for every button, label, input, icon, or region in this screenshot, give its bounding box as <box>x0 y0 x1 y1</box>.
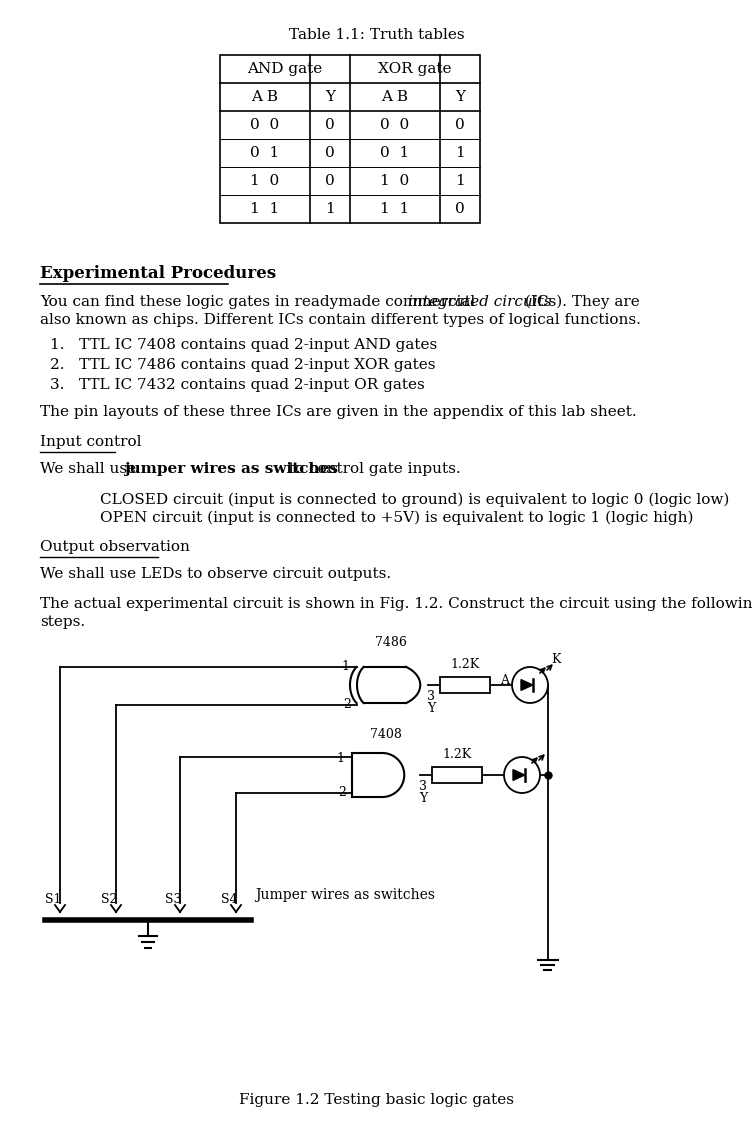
Text: 0: 0 <box>325 146 335 160</box>
Text: A B: A B <box>252 90 279 104</box>
Polygon shape <box>513 770 525 780</box>
Text: 0: 0 <box>325 119 335 132</box>
Text: CLOSED circuit (input is connected to ground) is equivalent to logic 0 (logic lo: CLOSED circuit (input is connected to gr… <box>100 493 730 507</box>
Text: 7486: 7486 <box>375 637 407 649</box>
Text: S4: S4 <box>221 893 237 905</box>
Text: S1: S1 <box>45 893 62 905</box>
Text: also known as chips. Different ICs contain different types of logical functions.: also known as chips. Different ICs conta… <box>40 313 641 327</box>
Text: OPEN circuit (input is connected to +5V) is equivalent to logic 1 (logic high): OPEN circuit (input is connected to +5V)… <box>100 511 694 525</box>
Polygon shape <box>521 680 532 691</box>
Text: 7408: 7408 <box>370 728 402 742</box>
Circle shape <box>504 758 540 793</box>
Text: jumper wires as switches: jumper wires as switches <box>124 462 338 476</box>
Text: AND gate: AND gate <box>248 62 322 76</box>
Text: 0  1: 0 1 <box>251 146 279 160</box>
Text: integrated circuits: integrated circuits <box>408 295 552 309</box>
Text: 1  1: 1 1 <box>380 202 410 216</box>
Text: 1: 1 <box>336 752 344 764</box>
Text: 2: 2 <box>338 787 346 799</box>
Text: 1  0: 1 0 <box>380 174 410 189</box>
Text: You can find these logic gates in readymade commercial: You can find these logic gates in readym… <box>40 295 480 309</box>
Text: to control gate inputs.: to control gate inputs. <box>284 462 461 476</box>
Text: 0  0: 0 0 <box>380 119 410 132</box>
Text: 3.   TTL IC 7432 contains quad 2-input OR gates: 3. TTL IC 7432 contains quad 2-input OR … <box>50 378 425 392</box>
Text: 1: 1 <box>455 146 465 160</box>
Circle shape <box>512 667 548 703</box>
Text: 1  1: 1 1 <box>251 202 279 216</box>
Text: We shall use LEDs to observe circuit outputs.: We shall use LEDs to observe circuit out… <box>40 567 391 581</box>
Text: 0: 0 <box>325 174 335 189</box>
Text: 0  0: 0 0 <box>251 119 279 132</box>
Text: Jumper wires as switches: Jumper wires as switches <box>255 889 435 902</box>
Text: 1: 1 <box>325 202 335 216</box>
Text: Input control: Input control <box>40 435 142 449</box>
Text: The actual experimental circuit is shown in Fig. 1.2. Construct the circuit usin: The actual experimental circuit is shown… <box>40 597 753 611</box>
Text: (ICs). They are: (ICs). They are <box>520 295 640 309</box>
Text: 0: 0 <box>455 202 465 216</box>
Text: 3: 3 <box>419 780 427 794</box>
Text: A B: A B <box>382 90 408 104</box>
Text: 1.2K: 1.2K <box>450 658 480 672</box>
Text: 3: 3 <box>427 691 435 703</box>
Text: 1: 1 <box>455 174 465 189</box>
Text: Output observation: Output observation <box>40 540 190 554</box>
Text: Table 1.1: Truth tables: Table 1.1: Truth tables <box>288 28 465 42</box>
Text: 1.   TTL IC 7408 contains quad 2-input AND gates: 1. TTL IC 7408 contains quad 2-input AND… <box>50 338 437 352</box>
Text: Experimental Procedures: Experimental Procedures <box>40 265 276 282</box>
Text: The pin layouts of these three ICs are given in the appendix of this lab sheet.: The pin layouts of these three ICs are g… <box>40 405 636 419</box>
Bar <box>220 55 480 224</box>
Text: XOR gate: XOR gate <box>378 62 452 76</box>
Text: Y: Y <box>455 90 465 104</box>
Text: 1: 1 <box>341 660 349 674</box>
Text: K: K <box>551 653 560 666</box>
Text: 1  0: 1 0 <box>251 174 279 189</box>
Text: 0  1: 0 1 <box>380 146 410 160</box>
Text: Y: Y <box>427 701 435 715</box>
Text: S2: S2 <box>101 893 117 905</box>
Text: Figure 1.2 Testing basic logic gates: Figure 1.2 Testing basic logic gates <box>239 1093 514 1108</box>
Text: 1.2K: 1.2K <box>442 749 471 761</box>
Text: Y: Y <box>419 791 427 805</box>
Text: 2: 2 <box>343 699 351 711</box>
Text: Y: Y <box>325 90 335 104</box>
Bar <box>440 677 490 693</box>
Text: S3: S3 <box>165 893 181 905</box>
Text: 0: 0 <box>455 119 465 132</box>
Bar <box>432 767 482 784</box>
Text: We shall use: We shall use <box>40 462 141 476</box>
Text: A: A <box>500 674 509 688</box>
Text: 2.   TTL IC 7486 contains quad 2-input XOR gates: 2. TTL IC 7486 contains quad 2-input XOR… <box>50 358 435 371</box>
Text: steps.: steps. <box>40 615 85 629</box>
